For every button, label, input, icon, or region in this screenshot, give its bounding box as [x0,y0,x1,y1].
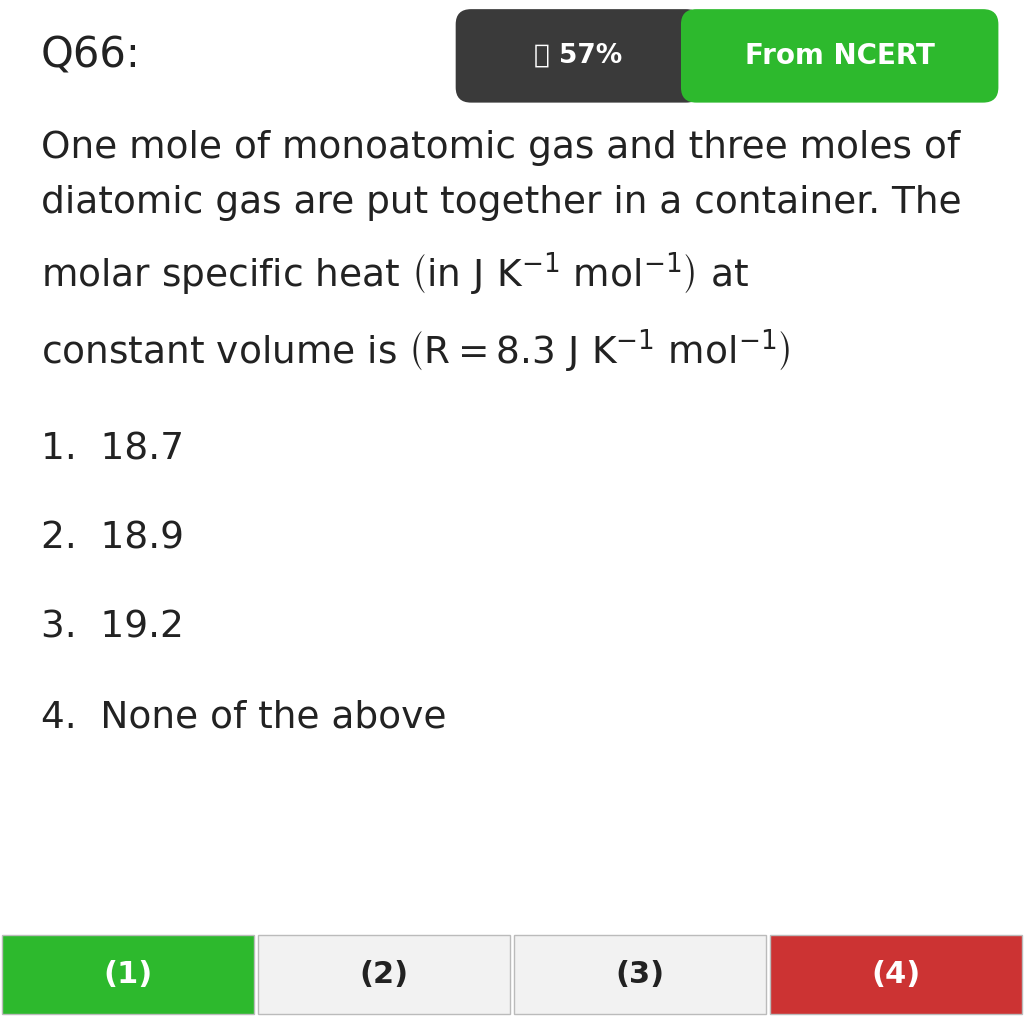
FancyBboxPatch shape [456,9,701,103]
Text: 2.  18.9: 2. 18.9 [41,520,184,556]
Text: (3): (3) [615,960,665,989]
FancyBboxPatch shape [770,935,1022,1014]
FancyBboxPatch shape [258,935,510,1014]
Text: 3.  19.2: 3. 19.2 [41,610,184,645]
Text: molar specific heat $\left(\mathrm{in\ J\ K^{-1}\ mol^{-1}}\right)$ at: molar specific heat $\left(\mathrm{in\ J… [41,250,749,298]
Text: Q66:: Q66: [41,35,141,77]
Text: (2): (2) [359,960,409,989]
Text: From NCERT: From NCERT [744,42,935,70]
Text: 👍 57%: 👍 57% [535,43,623,69]
Text: diatomic gas are put together in a container. The: diatomic gas are put together in a conta… [41,185,962,220]
Text: One mole of monoatomic gas and three moles of: One mole of monoatomic gas and three mol… [41,130,961,166]
Text: constant volume is $\left(\mathrm{R = 8.3\ J\ K^{-1}\ mol^{-1}}\right)$: constant volume is $\left(\mathrm{R = 8.… [41,327,791,375]
FancyBboxPatch shape [514,935,766,1014]
Text: (4): (4) [871,960,921,989]
Text: (1): (1) [103,960,153,989]
FancyBboxPatch shape [2,935,254,1014]
Text: 4.  None of the above: 4. None of the above [41,699,446,735]
Text: 1.  18.7: 1. 18.7 [41,432,184,467]
FancyBboxPatch shape [681,9,998,103]
